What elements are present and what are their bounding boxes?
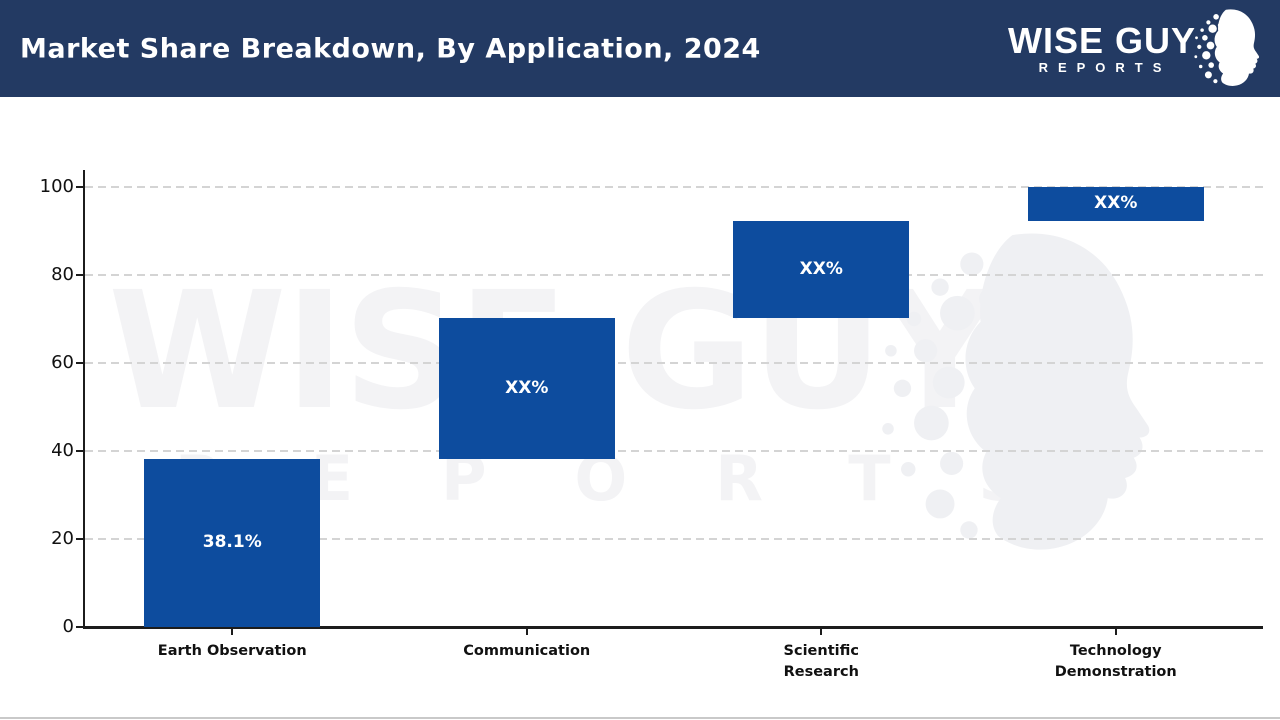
- y-gridline: [85, 186, 1263, 188]
- page-title: Market Share Breakdown, By Application, …: [20, 33, 761, 64]
- x-category-label: Earth Observation: [157, 643, 307, 659]
- x-category-label: Communication: [463, 643, 591, 659]
- bar: [733, 220, 910, 319]
- y-tick-mark: [76, 274, 85, 276]
- bar: [1027, 187, 1204, 221]
- y-tick-label: 0: [62, 616, 74, 637]
- y-gridline: [85, 450, 1263, 452]
- bottom-border: [0, 717, 1280, 719]
- x-tick-mark: [1114, 628, 1117, 635]
- logo-text: WISE GUY REPORTS: [1007, 19, 1196, 76]
- logo-face-icon: [1194, 8, 1260, 86]
- y-tick-label: 20: [51, 528, 74, 549]
- x-tick-mark: [820, 628, 823, 635]
- y-tick-label: 60: [51, 352, 74, 373]
- bar: [438, 318, 615, 460]
- y-gridline: [85, 538, 1263, 540]
- bar: [144, 459, 321, 627]
- y-tick-mark: [76, 626, 85, 628]
- y-tick-mark: [76, 450, 85, 452]
- y-tick-mark: [76, 186, 85, 188]
- x-tick-mark: [231, 628, 234, 635]
- y-tick-label: 40: [51, 440, 74, 461]
- header: Market Share Breakdown, By Application, …: [0, 0, 1280, 97]
- x-tick-mark: [525, 628, 528, 635]
- watermark-face-icon: [882, 233, 1150, 550]
- wise-guy-logo: WISE GUY REPORTS: [1008, 5, 1274, 92]
- y-tick-mark: [76, 362, 85, 364]
- y-axis-line: [83, 170, 85, 629]
- y-gridline: [85, 274, 1263, 276]
- y-tick-mark: [76, 538, 85, 540]
- x-category-label: Technology Demonstration: [1054, 643, 1177, 681]
- x-category-label: Scientific Research: [783, 643, 859, 681]
- logo-subtitle: REPORTS: [1038, 60, 1172, 76]
- y-gridline: [85, 362, 1263, 364]
- bar-value-label: XX%: [799, 258, 843, 279]
- y-tick-label: 80: [51, 264, 74, 285]
- logo-wordmark: WISE GUY: [1007, 19, 1196, 61]
- bar-value-label: 38.1%: [202, 532, 262, 553]
- x-axis-line: [83, 626, 1263, 629]
- bar-value-label: XX%: [1094, 192, 1138, 213]
- bar-value-label: XX%: [505, 377, 549, 398]
- y-tick-label: 100: [39, 176, 74, 197]
